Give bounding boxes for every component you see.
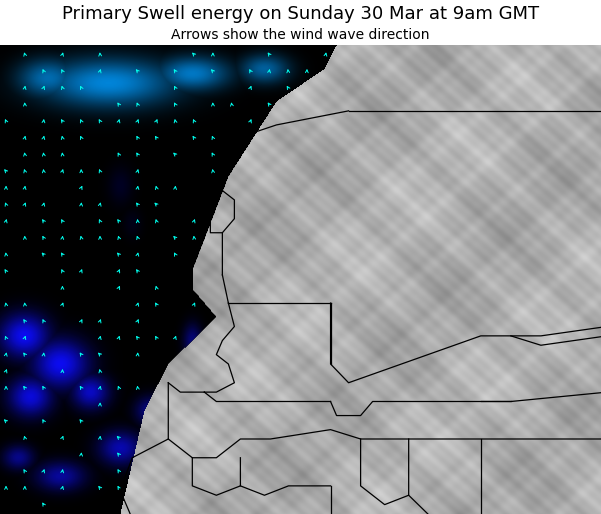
Text: Primary Swell energy on Sunday 30 Mar at 9am GMT: Primary Swell energy on Sunday 30 Mar at… — [62, 5, 539, 23]
Text: Arrows show the wind wave direction: Arrows show the wind wave direction — [171, 28, 430, 42]
